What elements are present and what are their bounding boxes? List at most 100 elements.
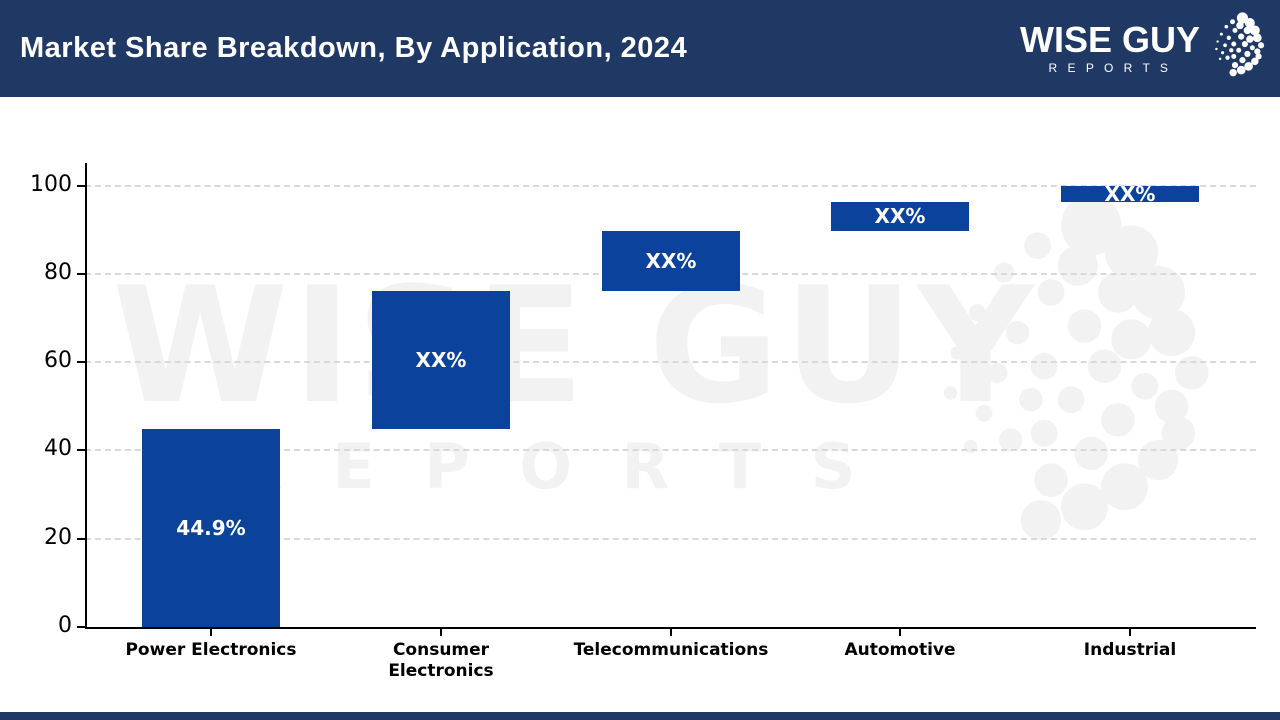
face-dot [1231, 53, 1237, 59]
face-dot [1061, 483, 1108, 531]
face-dot [1244, 50, 1251, 57]
bar-value-label: XX% [874, 204, 926, 229]
face-dot [999, 428, 1023, 452]
bar-industrial: XX% [1061, 182, 1199, 206]
logo-face-icon [1215, 11, 1265, 76]
x-category-label: Power Electronics [125, 640, 297, 660]
face-dot [1221, 50, 1225, 54]
y-tick-mark [77, 184, 85, 187]
face-dot [1061, 195, 1122, 256]
face-dot [1241, 40, 1249, 47]
face-dot [1236, 11, 1249, 24]
face-dot [1101, 463, 1149, 511]
x-axis [85, 627, 1256, 629]
face-dot [1024, 232, 1051, 259]
face-dot [1238, 33, 1245, 40]
face-dot [1005, 320, 1030, 345]
face-dot [1231, 41, 1237, 47]
gridline [85, 537, 1256, 540]
watermark-text: R E P O R T S [235, 430, 870, 503]
chart-title: Market Share Breakdown, By Application, … [20, 32, 688, 64]
brand-name: WISE GUY [1019, 19, 1200, 60]
face-dot [1067, 309, 1102, 343]
bar-value-label: XX% [645, 248, 697, 273]
x-tick-mark [440, 629, 442, 636]
face-dot [950, 346, 964, 360]
face-dot [1230, 18, 1235, 24]
face-dot [1251, 57, 1259, 65]
face-dot [1111, 319, 1152, 360]
brand-logo: WISE GUY R E P O R T S [1020, 10, 1266, 88]
face-dot [1030, 419, 1058, 447]
face-dot [968, 304, 986, 321]
face-dot [994, 262, 1015, 283]
face-dot [1057, 245, 1098, 286]
y-tick-mark [77, 626, 85, 628]
face-dot [1254, 47, 1261, 55]
x-category-label: Industrial [1083, 640, 1177, 660]
bar-power-electronics: 44.9% [142, 428, 280, 627]
y-tick-label: 20 [44, 524, 72, 550]
face-dot [1226, 35, 1231, 40]
face-dot [1232, 27, 1238, 33]
y-tick-label: 40 [44, 436, 72, 462]
face-dot [1244, 17, 1255, 28]
x-tick-mark [210, 629, 212, 636]
y-tick-mark [77, 537, 85, 540]
face-dot [1097, 272, 1139, 313]
face-dot [1034, 463, 1068, 497]
face-dot [1223, 42, 1227, 47]
face-dot [1020, 500, 1062, 541]
x-tick-mark [670, 629, 672, 636]
face-dot [1244, 61, 1253, 71]
footer-bar [0, 712, 1280, 720]
brand-subtitle: R E P O R T S [1048, 61, 1172, 75]
face-dot [1101, 403, 1135, 437]
x-tick-mark [1129, 629, 1131, 636]
face-dot [1216, 39, 1219, 43]
face-dot [1231, 61, 1239, 68]
face-dot [1161, 416, 1196, 450]
face-dot [1074, 436, 1108, 471]
face-dot [1087, 349, 1122, 383]
y-tick-mark [77, 272, 85, 275]
header: Market Share Breakdown, By Application, … [0, 0, 1280, 97]
face-dot [943, 386, 958, 400]
bar-value-label: 44.9% [176, 515, 246, 540]
brand-logo-text: WISE GUY R E P O R T S [1019, 19, 1200, 76]
face-dot [1218, 57, 1222, 60]
bar-value-label: XX% [1104, 181, 1156, 206]
watermark-face-icon [943, 195, 1209, 541]
face-dot [1243, 26, 1252, 34]
face-dot [1174, 356, 1209, 390]
face-dot [1224, 24, 1229, 29]
y-tick-label: 0 [58, 613, 72, 638]
face-dot [1104, 225, 1159, 280]
face-dot [1257, 41, 1265, 48]
face-dot [1225, 55, 1230, 60]
face-dot [987, 362, 1008, 383]
face-dot [1219, 32, 1223, 36]
gridline [85, 449, 1256, 452]
face-dot [1239, 56, 1246, 63]
face-dot [1236, 21, 1244, 29]
bar-consumer-electronics: XX% [372, 291, 510, 429]
gridline [85, 184, 1256, 187]
face-dot [1249, 24, 1260, 35]
face-dot [1154, 389, 1189, 424]
x-category-label: Consumer Electronics [388, 640, 494, 681]
face-dot [1019, 387, 1043, 412]
face-dot [1252, 33, 1262, 42]
face-dot [1030, 352, 1058, 380]
face-dot [1215, 47, 1218, 50]
face-dot [1249, 44, 1255, 50]
bar-value-label: XX% [415, 347, 467, 372]
face-dot [1131, 372, 1159, 400]
y-axis [85, 163, 87, 629]
face-dot [1057, 386, 1085, 414]
x-tick-mark [899, 629, 901, 636]
face-dot [1236, 65, 1246, 74]
face-dot [1229, 47, 1234, 52]
gridline [85, 361, 1256, 364]
